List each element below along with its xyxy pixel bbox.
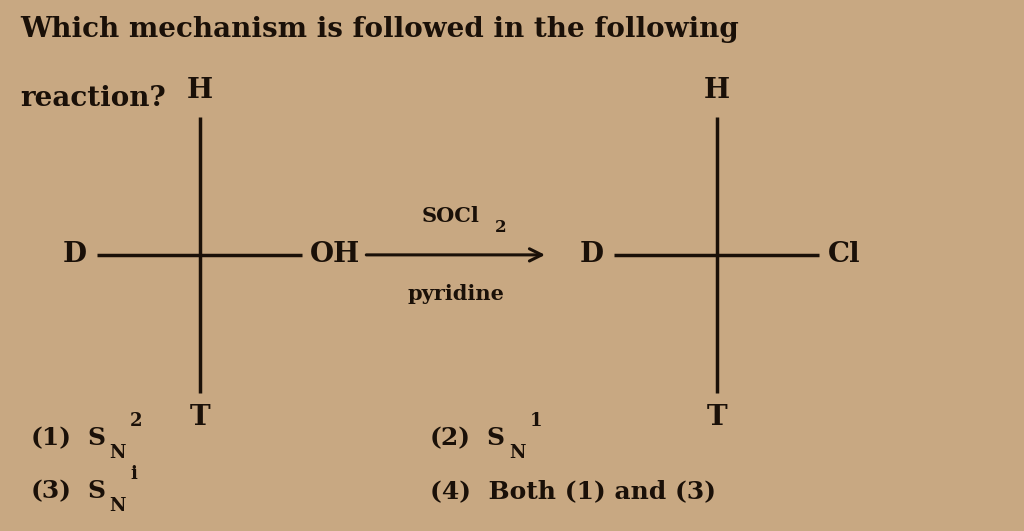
Text: D: D — [63, 242, 87, 268]
Text: OH: OH — [310, 242, 360, 268]
Text: H: H — [703, 76, 730, 104]
Text: i: i — [130, 465, 137, 483]
Text: N: N — [110, 497, 126, 515]
Text: reaction?: reaction? — [20, 85, 166, 112]
Text: H: H — [186, 76, 213, 104]
Text: T: T — [189, 404, 210, 431]
Text: 2: 2 — [495, 219, 506, 236]
Text: 1: 1 — [529, 412, 542, 430]
Text: N: N — [509, 444, 525, 462]
Text: S: S — [87, 426, 105, 450]
Text: 2: 2 — [130, 412, 142, 430]
Text: Cl: Cl — [827, 242, 860, 268]
Text: D: D — [581, 242, 604, 268]
Text: (3): (3) — [31, 479, 72, 503]
Text: pyridine: pyridine — [408, 284, 504, 304]
Text: (2): (2) — [430, 426, 471, 450]
Text: S: S — [486, 426, 505, 450]
Text: S: S — [87, 479, 105, 503]
Text: SOCl: SOCl — [422, 205, 479, 226]
Text: N: N — [110, 444, 126, 462]
Text: Which mechanism is followed in the following: Which mechanism is followed in the follo… — [20, 16, 739, 43]
Text: (4)  Both (1) and (3): (4) Both (1) and (3) — [430, 479, 716, 503]
Text: T: T — [707, 404, 727, 431]
Text: (1): (1) — [31, 426, 72, 450]
